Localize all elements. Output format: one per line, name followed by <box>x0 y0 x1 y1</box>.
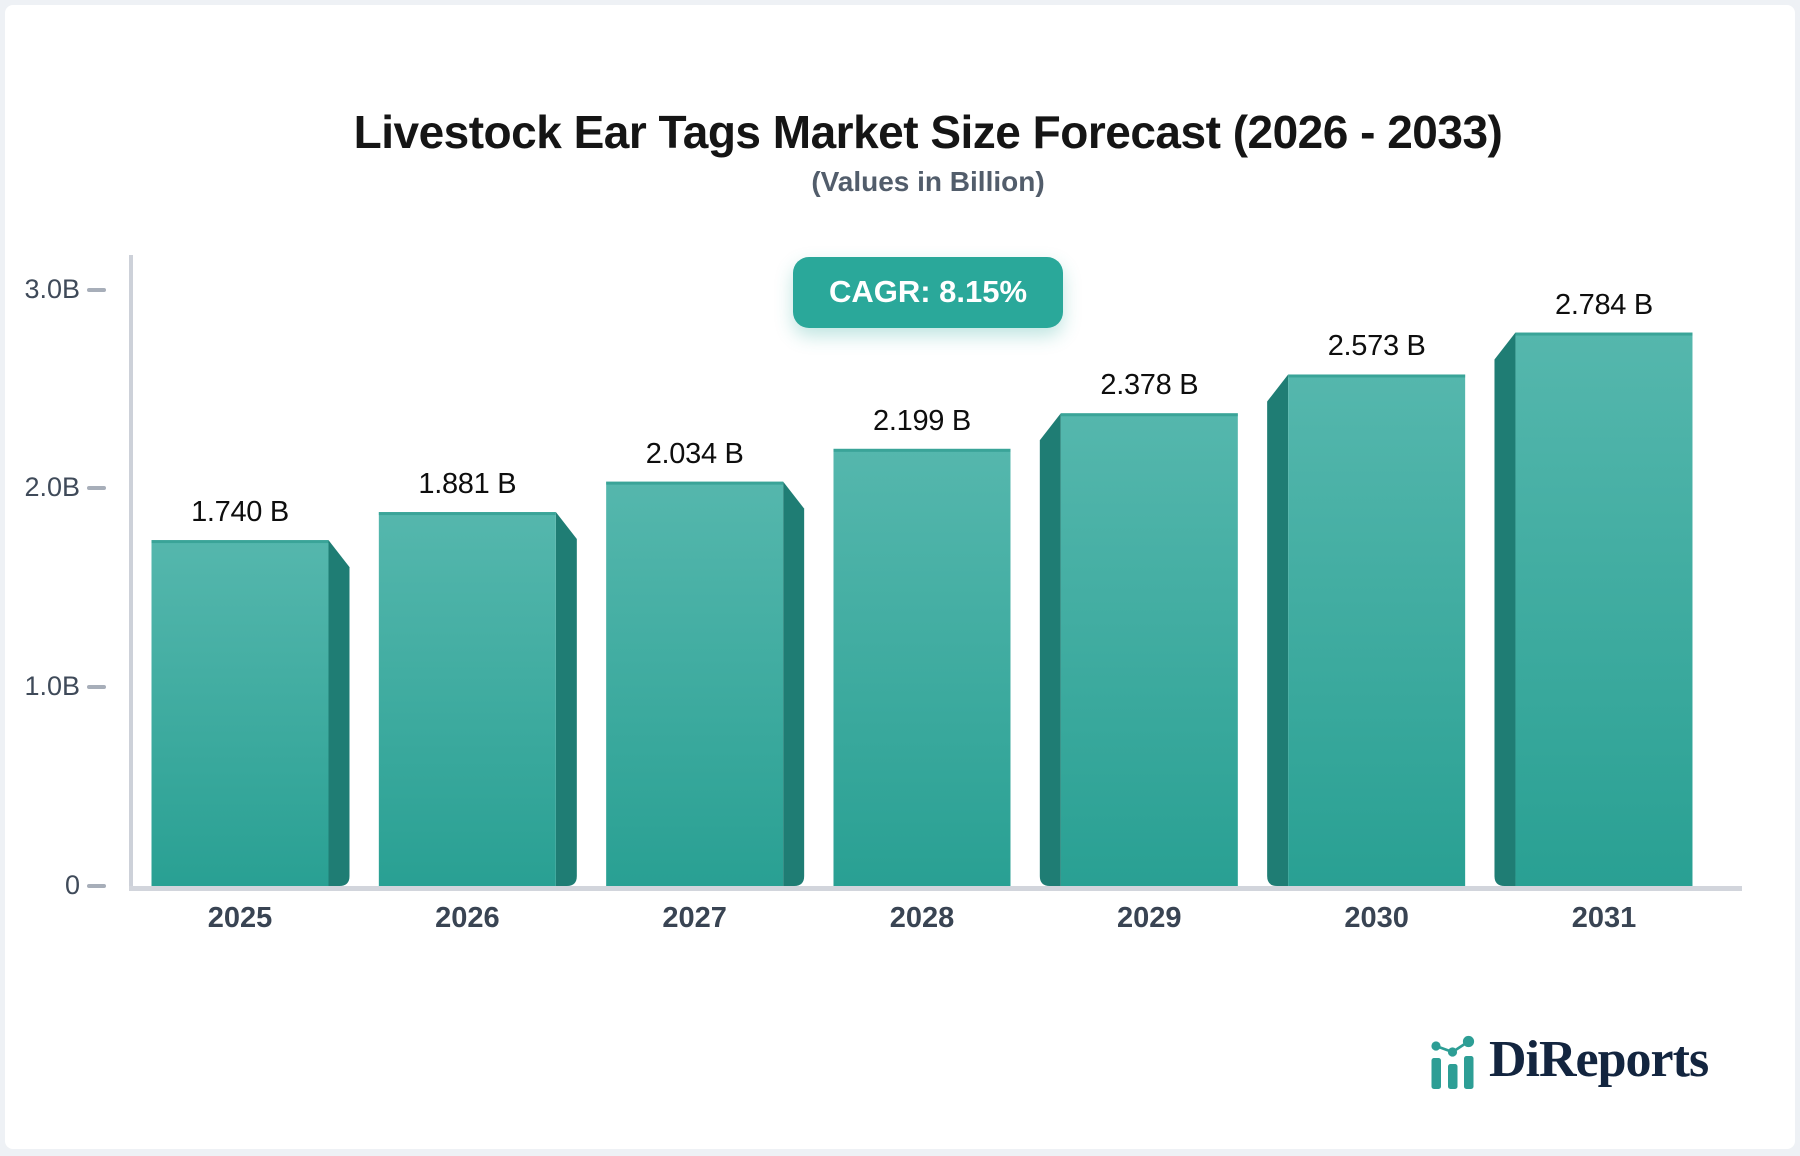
bar-value-label: 2.573 B <box>1327 330 1426 363</box>
y-axis-line <box>129 255 133 888</box>
bar <box>1060 413 1238 886</box>
bar-value-label: 2.378 B <box>1100 369 1199 402</box>
bar-top-edge <box>1288 374 1466 378</box>
bar-top-edge <box>833 448 1011 452</box>
bar-3d-side <box>1039 413 1061 886</box>
y-axis-label: 1.0B <box>24 671 80 702</box>
bar <box>151 540 329 886</box>
y-axis-label: 2.0B <box>24 472 80 503</box>
bar-value-label: 2.784 B <box>1555 288 1653 321</box>
bar <box>1288 374 1466 886</box>
cagr-badge-wrap: CAGR: 8.15% <box>131 257 1725 328</box>
bar <box>1515 332 1693 887</box>
x-axis-label: 2031 <box>1571 902 1637 934</box>
y-axis-tick <box>87 685 106 690</box>
bar <box>378 512 556 886</box>
y-axis-tick <box>87 884 106 888</box>
bar-value-label: 2.199 B <box>873 404 971 437</box>
cagr-badge: CAGR: 8.15% <box>792 257 1064 328</box>
chart-title: Livestock Ear Tags Market Size Forecast … <box>353 106 1503 158</box>
bar-3d-side <box>1267 374 1289 886</box>
y-axis-label: 0 <box>64 870 80 900</box>
x-axis-label: 2028 <box>889 902 955 934</box>
brand-logo: DiReports <box>1430 1026 1709 1100</box>
x-axis-label: 2027 <box>662 902 727 934</box>
bar-value-label: 1.881 B <box>418 468 517 501</box>
x-axis-label: 2030 <box>1344 902 1409 934</box>
bar-top-edge <box>151 540 329 544</box>
x-axis-label: 2026 <box>435 902 500 934</box>
bar-top-edge <box>606 481 784 485</box>
bar <box>606 481 784 886</box>
bar-3d-side <box>555 512 577 886</box>
bar-top-edge <box>1060 413 1238 417</box>
bar-3d-side <box>328 540 350 886</box>
bar-top-edge <box>378 512 556 516</box>
bar-3d-side <box>783 481 805 886</box>
brand-logo-icon <box>1431 1035 1475 1089</box>
x-axis-line <box>129 886 1742 891</box>
brand-logo-text: DiReports <box>1489 1031 1709 1088</box>
bar <box>833 448 1011 886</box>
bar-top-edge <box>1515 332 1693 336</box>
bar-3d-side <box>1494 332 1516 887</box>
bar-value-label: 2.034 B <box>645 437 744 470</box>
x-axis-label: 2025 <box>207 902 273 934</box>
y-axis-label: 3.0B <box>24 273 80 304</box>
chart-subtitle: (Values in Billion) <box>811 166 1045 197</box>
y-axis-tick <box>87 486 106 491</box>
x-axis-label: 2029 <box>1117 902 1182 934</box>
y-axis-tick <box>87 287 106 292</box>
bar-value-label: 1.740 B <box>191 496 289 529</box>
